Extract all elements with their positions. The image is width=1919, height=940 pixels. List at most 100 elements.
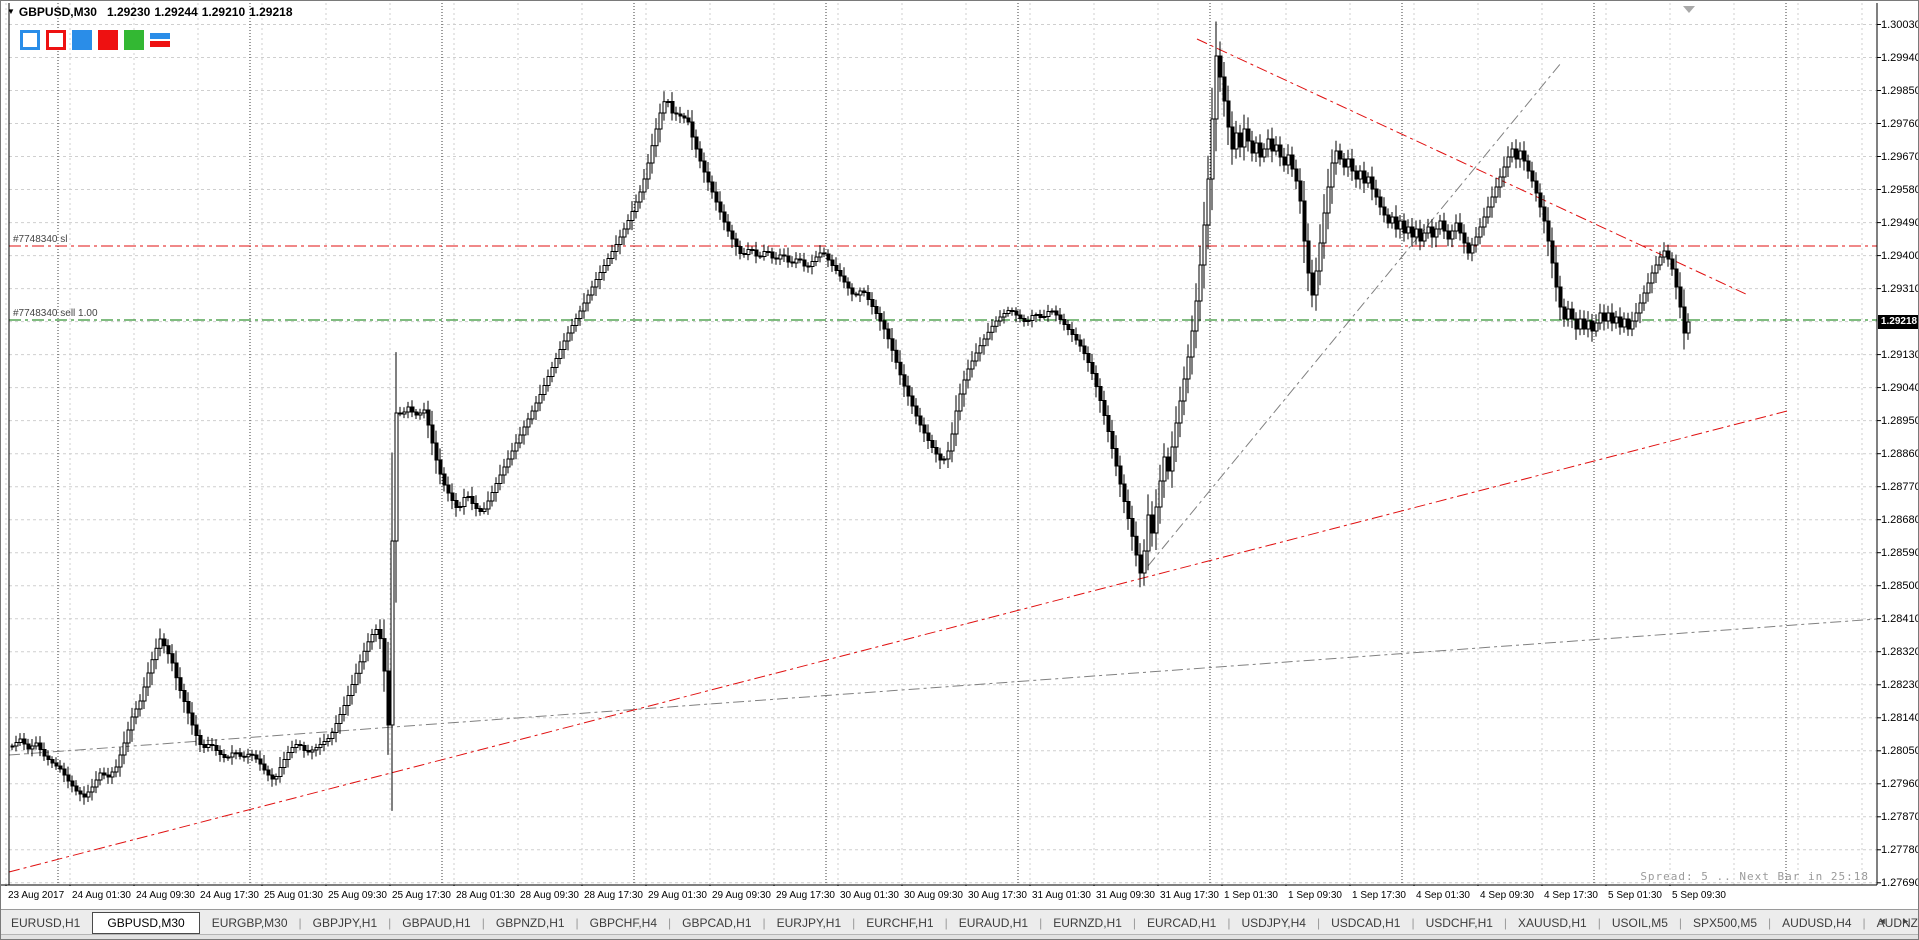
- ohlc-high: 1.29244: [154, 5, 198, 19]
- bottom-resize-strip: [1, 934, 1918, 939]
- red-fill-swatch[interactable]: [98, 30, 118, 50]
- time-axis: 23 Aug 2017 24 Aug 01:30 24 Aug 09:30 24 Au…: [1, 886, 1878, 909]
- price-axis-label: 1.28230: [1881, 678, 1919, 691]
- price-axis-label: 1.28050: [1881, 744, 1919, 757]
- tab-separator: |: [298, 915, 302, 930]
- sell-order-label: #7748340 sell 1.00: [13, 308, 98, 319]
- price-axis-label: 1.27870: [1881, 810, 1919, 823]
- ohlc-close: 1.29218: [249, 5, 293, 19]
- tab-separator: |: [1227, 915, 1231, 930]
- time-axis-label: 29 Aug 17:30: [776, 890, 835, 901]
- tab-separator: |: [1316, 915, 1321, 930]
- symbol-tab-eurchf-h1[interactable]: EURCHF,H1: [866, 915, 934, 930]
- candlestick-chart-canvas[interactable]: #7748340 sl #7748340 sell 1.00: [1, 1, 1919, 886]
- time-axis-label: 29 Aug 01:30: [648, 890, 707, 901]
- price-axis-label: 1.29940: [1881, 51, 1919, 64]
- tab-separator: |: [944, 915, 948, 930]
- tab-separator: |: [1411, 915, 1415, 930]
- symbol-tab-usoil-m5[interactable]: USOIL,M5: [1611, 915, 1668, 930]
- tab-separator: |: [1597, 915, 1601, 930]
- time-axis-label: 1 Sep 01:30: [1224, 890, 1278, 901]
- symbol-tab-gbpnzd-h1[interactable]: GBPNZD,H1: [495, 915, 565, 930]
- ohlc-open: 1.29230: [106, 5, 151, 19]
- blue-outline-swatch[interactable]: [20, 30, 40, 50]
- price-axis-label: 1.28590: [1881, 546, 1919, 559]
- tab-separator: |: [1039, 915, 1043, 930]
- candles-series: [10, 21, 1691, 811]
- tab-separator: |: [1503, 915, 1508, 930]
- price-axis-label: 1.28770: [1881, 480, 1919, 493]
- tab-scroll-arrows-icon[interactable]: ◄ ►: [1877, 916, 1916, 926]
- symbol-tab-eurcad-h1[interactable]: EURCAD,H1: [1147, 915, 1217, 930]
- time-axis-label: 4 Sep 17:30: [1544, 890, 1598, 901]
- gray-steep-trendline[interactable]: [1147, 62, 1562, 567]
- time-axis-label: 23 Aug 2017: [8, 890, 65, 901]
- time-axis-label: 4 Sep 09:30: [1480, 890, 1534, 901]
- red-descending-trendline[interactable]: [1196, 38, 1749, 296]
- gray-shallow-trendline[interactable]: [8, 618, 1878, 756]
- chart-shift-marker-icon[interactable]: [1683, 6, 1695, 13]
- symbol-tab-gbpusd-m30[interactable]: GBPUSD,M30: [92, 911, 200, 934]
- blue-red-bars-swatch[interactable]: [150, 30, 170, 50]
- symbol-tab-gbpaud-h1[interactable]: GBPAUD,H1: [402, 915, 471, 930]
- price-axis-label: 1.27690: [1881, 876, 1919, 889]
- chart-collapse-icon[interactable]: ▼: [7, 6, 15, 16]
- price-axis-label: 1.28410: [1881, 612, 1919, 625]
- price-axis-label: 1.28320: [1881, 645, 1919, 658]
- time-axis-label: 30 Aug 17:30: [968, 890, 1027, 901]
- symbol-tab-bar: EURUSD,H1 GBPUSD,M30 EURGBP,M30 | GBPJPY,H1 |…: [1, 909, 1918, 935]
- symbol-tab-spx500-m5[interactable]: SPX500,M5: [1693, 915, 1758, 930]
- time-axis-label: 25 Aug 01:30: [264, 890, 323, 901]
- time-axis-label: 24 Aug 17:30: [200, 890, 259, 901]
- symbol-tab-audnzd-h1[interactable]: AUDNZD,H1: [1876, 915, 1918, 930]
- time-axis-label: 29 Aug 09:30: [712, 890, 771, 901]
- green-fill-swatch[interactable]: [124, 30, 144, 50]
- time-axis-label: 31 Aug 17:30: [1160, 890, 1219, 901]
- price-axis-label: 1.29670: [1881, 150, 1919, 163]
- tab-separator: |: [575, 915, 579, 930]
- symbol-tab-eurjpy-h1[interactable]: EURJPY,H1: [776, 915, 842, 930]
- price-axis-label: 1.29760: [1881, 117, 1919, 130]
- price-axis-label: 1.29580: [1881, 183, 1919, 196]
- symbol-tab-gbpcad-h1[interactable]: GBPCAD,H1: [682, 915, 752, 930]
- red-ascending-trendline[interactable]: [8, 410, 1788, 873]
- symbol-tab-usdjpy-h4[interactable]: USDJPY,H4: [1241, 915, 1306, 930]
- time-axis-label: 25 Aug 09:30: [328, 890, 387, 901]
- symbol-tab-gbpjpy-h1[interactable]: GBPJPY,H1: [312, 915, 378, 930]
- time-axis-label: 24 Aug 01:30: [72, 890, 131, 901]
- tab-separator: |: [1768, 915, 1772, 930]
- time-axis-label: 4 Sep 01:30: [1416, 890, 1470, 901]
- symbol-tab-usdchf-h1[interactable]: USDCHF,H1: [1425, 915, 1493, 930]
- symbol-tab-euraud-h1[interactable]: EURAUD,H1: [958, 915, 1029, 930]
- symbol-tab-eurnzd-h1[interactable]: EURNZD,H1: [1053, 915, 1122, 930]
- symbol-tab-gbpchf-h4[interactable]: GBPCHF,H4: [589, 915, 658, 930]
- blue-fill-swatch[interactable]: [72, 30, 92, 50]
- symbol-tab-eurgbp-m30[interactable]: EURGBP,M30: [211, 915, 288, 930]
- time-axis-label: 5 Sep 01:30: [1608, 890, 1662, 901]
- time-axis-label: 5 Sep 09:30: [1672, 890, 1726, 901]
- tab-separator: |: [1862, 915, 1866, 930]
- symbol-tab-eurusd-h1[interactable]: EURUSD,H1: [11, 915, 81, 930]
- tab-separator: |: [1678, 915, 1682, 930]
- symbol-tab-usdcad-h1[interactable]: USDCAD,H1: [1331, 915, 1401, 930]
- price-axis-label: 1.28860: [1881, 447, 1919, 460]
- price-axis-label: 1.27960: [1881, 777, 1919, 790]
- price-axis-label: 1.27780: [1881, 843, 1919, 856]
- chart-symbol-period: GBPUSD,M30: [18, 5, 97, 19]
- price-axis-label: 1.29130: [1881, 348, 1919, 361]
- symbol-tab-xauusd-h1[interactable]: XAUUSD,H1: [1518, 915, 1587, 930]
- spread-next-bar-text: Spread: 5 .. Next Bar in 25:18: [1640, 870, 1869, 883]
- red-outline-swatch[interactable]: [46, 30, 66, 50]
- current-price-label: 1.29218: [1878, 315, 1918, 329]
- stop-loss-label: #7748340 sl: [13, 234, 68, 245]
- price-axis-label: 1.29850: [1881, 84, 1919, 97]
- price-axis-label: 1.29310: [1881, 282, 1919, 295]
- time-axis-label: 1 Sep 17:30: [1352, 890, 1406, 901]
- symbol-tab-audusd-h4[interactable]: AUDUSD,H4: [1782, 915, 1852, 930]
- price-axis-label: 1.29400: [1881, 249, 1919, 262]
- time-axis-label: 30 Aug 09:30: [904, 890, 963, 901]
- price-axis-label: 1.28140: [1881, 711, 1919, 724]
- swatch-bar: [150, 41, 170, 47]
- price-axis-label: 1.28500: [1881, 579, 1919, 592]
- tab-separator: |: [481, 915, 485, 930]
